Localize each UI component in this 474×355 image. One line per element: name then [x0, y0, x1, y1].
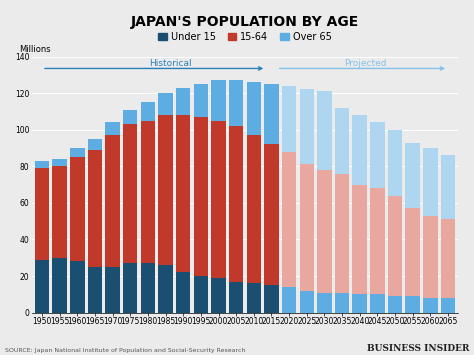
Bar	[317, 91, 332, 170]
Text: Millions: Millions	[19, 45, 51, 54]
Bar	[35, 161, 49, 168]
Bar	[353, 185, 367, 294]
Bar	[370, 188, 384, 294]
Bar	[105, 135, 120, 267]
Bar	[70, 261, 84, 313]
Bar	[88, 267, 102, 313]
Bar	[441, 298, 455, 313]
Bar	[53, 166, 67, 258]
Bar	[246, 135, 261, 283]
Bar	[158, 93, 173, 115]
Bar	[158, 265, 173, 313]
Title: JAPAN'S POPULATION BY AGE: JAPAN'S POPULATION BY AGE	[131, 15, 359, 29]
Bar	[405, 142, 420, 208]
Bar	[229, 80, 243, 126]
Bar	[423, 298, 438, 313]
Legend: Under 15, 15-64, Over 65: Under 15, 15-64, Over 65	[155, 28, 336, 46]
Bar	[70, 148, 84, 157]
Bar	[105, 267, 120, 313]
Bar	[176, 88, 191, 115]
Bar	[211, 80, 226, 121]
Bar	[300, 291, 314, 313]
Bar	[88, 150, 102, 267]
Bar	[300, 89, 314, 164]
Bar	[264, 285, 279, 313]
Bar	[300, 164, 314, 291]
Bar	[423, 216, 438, 298]
Bar	[388, 130, 402, 196]
Bar	[441, 155, 455, 219]
Bar	[35, 260, 49, 313]
Bar	[193, 276, 208, 313]
Bar	[35, 168, 49, 260]
Bar	[370, 122, 384, 188]
Bar	[335, 108, 349, 174]
Bar	[282, 86, 296, 152]
Bar	[388, 196, 402, 296]
Bar	[88, 139, 102, 150]
Bar	[353, 115, 367, 185]
Bar	[264, 144, 279, 285]
Bar	[123, 110, 137, 124]
Bar	[441, 219, 455, 298]
Bar	[176, 272, 191, 313]
Bar	[176, 115, 191, 272]
Bar	[53, 159, 67, 166]
Bar	[229, 126, 243, 282]
Bar	[282, 287, 296, 313]
Bar	[388, 296, 402, 313]
Text: BUSINESS INSIDER: BUSINESS INSIDER	[367, 344, 469, 353]
Bar	[193, 84, 208, 117]
Text: Projected: Projected	[344, 59, 386, 67]
Bar	[405, 296, 420, 313]
Bar	[229, 282, 243, 313]
Bar	[246, 82, 261, 135]
Bar	[105, 122, 120, 135]
Bar	[370, 294, 384, 313]
Bar	[335, 293, 349, 313]
Bar	[211, 121, 226, 278]
Bar	[70, 157, 84, 261]
Bar	[53, 258, 67, 313]
Bar	[123, 124, 137, 263]
Bar	[353, 294, 367, 313]
Bar	[264, 84, 279, 144]
Bar	[211, 278, 226, 313]
Bar	[246, 283, 261, 313]
Text: SOURCE: Japan National Institute of Population and Social-Security Research: SOURCE: Japan National Institute of Popu…	[5, 348, 245, 353]
Bar	[282, 152, 296, 287]
Text: Historical: Historical	[149, 59, 191, 67]
Bar	[423, 148, 438, 216]
Bar	[405, 208, 420, 296]
Bar	[141, 121, 155, 263]
Bar	[193, 117, 208, 276]
Bar	[141, 102, 155, 121]
Bar	[335, 174, 349, 293]
Bar	[123, 263, 137, 313]
Bar	[317, 170, 332, 293]
Bar	[317, 293, 332, 313]
Bar	[141, 263, 155, 313]
Bar	[158, 115, 173, 265]
